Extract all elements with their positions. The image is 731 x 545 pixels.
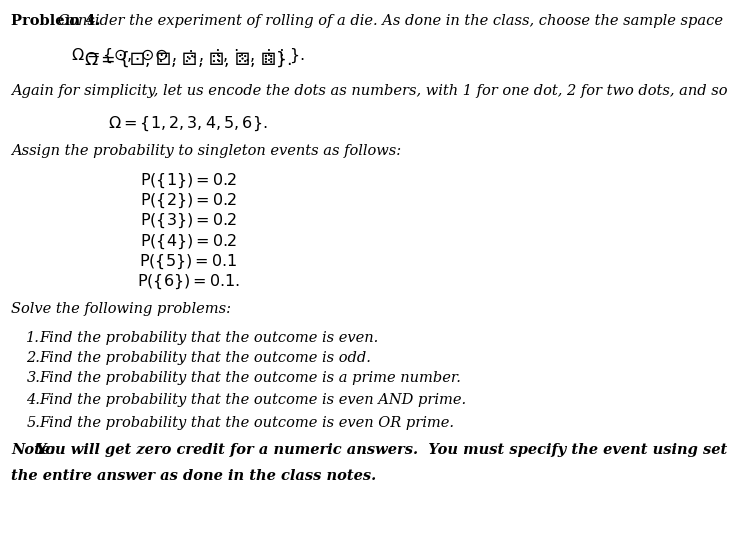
Text: $\mathrm{P}(\{6\}) = 0.1.$: $\mathrm{P}(\{6\}) = 0.1.$ [137, 272, 240, 291]
Text: Find the probability that the outcome is even.: Find the probability that the outcome is… [39, 331, 379, 345]
Text: You will get zero credit for a numeric answers.  You must specify the event usin: You will get zero credit for a numeric a… [36, 443, 731, 457]
Text: the entire answer as done in the class notes.: the entire answer as done in the class n… [11, 469, 376, 483]
Text: 2.: 2. [26, 351, 40, 365]
Text: $\mathrm{P}(\{4\}) = 0.2$: $\mathrm{P}(\{4\}) = 0.2$ [140, 232, 237, 251]
Text: $\mathrm{P}(\{2\}) = 0.2$: $\mathrm{P}(\{2\}) = 0.2$ [140, 192, 237, 210]
Text: $\Omega = \left\{\odot,\, \odot\!\!\odot,\, \therefore,\, \vdots\!,\, \ddots,\, : $\Omega = \left\{\odot,\, \odot\!\!\odot… [71, 46, 306, 65]
Text: Find the probability that the outcome is a prime number.: Find the probability that the outcome is… [39, 371, 461, 385]
Text: $\mathrm{P}(\{3\}) = 0.2$: $\mathrm{P}(\{3\}) = 0.2$ [140, 212, 237, 231]
Text: $\mathrm{P}(\{5\}) = 0.1$: $\mathrm{P}(\{5\}) = 0.1$ [139, 252, 237, 271]
Text: 1.: 1. [26, 331, 40, 345]
Text: Find the probability that the outcome is odd.: Find the probability that the outcome is… [39, 351, 371, 365]
Text: Solve the following problems:: Solve the following problems: [11, 302, 231, 317]
Text: $\mathrm{P}(\{1\}) = 0.2$: $\mathrm{P}(\{1\}) = 0.2$ [140, 172, 237, 190]
Text: $\Omega = \{$⚀, ⚁, ⚂, ⚃, ⚄, ⚅$\}.$: $\Omega = \{$⚀, ⚁, ⚂, ⚃, ⚄, ⚅$\}.$ [84, 49, 292, 69]
Text: Again for simplicity, let us encode the dots as numbers, with 1 for one dot, 2 f: Again for simplicity, let us encode the … [11, 84, 731, 99]
Text: 5.: 5. [26, 416, 40, 430]
Text: Find the probability that the outcome is even AND prime.: Find the probability that the outcome is… [39, 393, 466, 408]
Text: $\Omega = \{1, 2, 3, 4, 5, 6\}.$: $\Omega = \{1, 2, 3, 4, 5, 6\}.$ [108, 114, 268, 133]
Text: Assign the probability to singleton events as follows:: Assign the probability to singleton even… [11, 144, 401, 159]
Text: Consider the experiment of rolling of a die. As done in the class, choose the sa: Consider the experiment of rolling of a … [58, 14, 723, 28]
Text: 4.: 4. [26, 393, 40, 408]
Text: Find the probability that the outcome is even OR prime.: Find the probability that the outcome is… [39, 416, 455, 430]
Text: Problem 4.: Problem 4. [11, 14, 101, 28]
Text: Note:: Note: [11, 443, 56, 457]
Text: 3.: 3. [26, 371, 40, 385]
